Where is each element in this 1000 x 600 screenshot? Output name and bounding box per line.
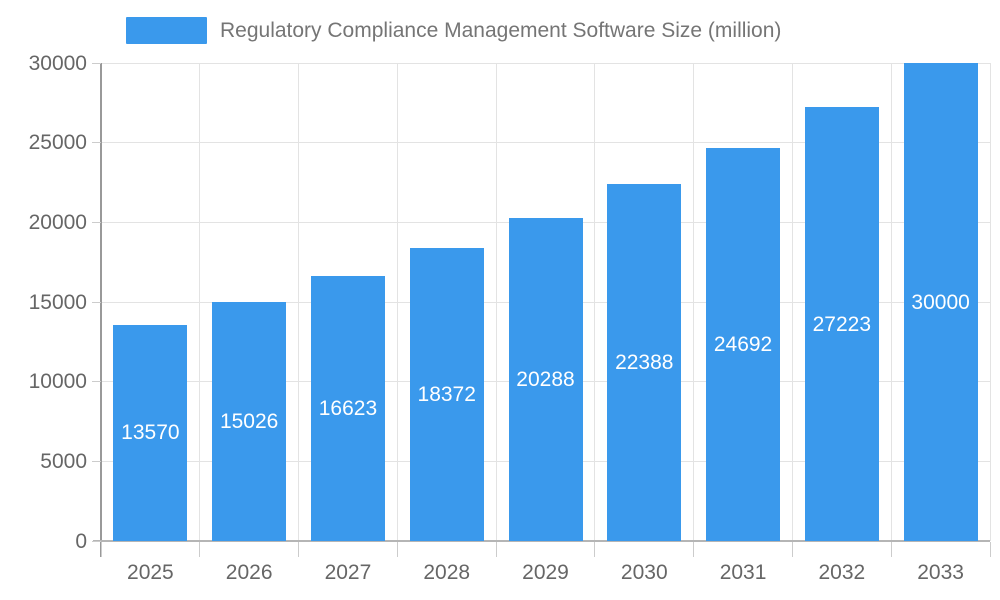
gridline-vertical — [594, 63, 596, 541]
y-axis-tick — [92, 62, 101, 64]
x-axis-tick-label: 2033 — [917, 561, 964, 584]
bar-2031[interactable] — [706, 147, 781, 541]
y-axis-tick-label: 15000 — [28, 290, 87, 314]
y-axis-tick — [92, 221, 101, 223]
x-axis-tick — [396, 542, 398, 557]
legend-swatch[interactable] — [126, 17, 207, 44]
y-axis-tick — [92, 460, 101, 462]
x-axis-tick-label: 2030 — [620, 561, 668, 584]
y-axis-tick-label: 5000 — [40, 449, 87, 473]
x-axis-tick — [890, 542, 892, 557]
bar-value-label: 24692 — [713, 332, 773, 356]
gridline-vertical — [495, 63, 497, 541]
x-axis-tick — [989, 542, 991, 557]
x-axis-tick-label: 2031 — [719, 561, 767, 584]
bar-2033[interactable] — [903, 63, 978, 541]
bar-value-label: 22388 — [615, 351, 674, 375]
x-axis-tick — [495, 542, 497, 557]
gridline-vertical — [396, 63, 398, 541]
gridline-vertical — [791, 63, 793, 541]
x-axis-tick-label: 2032 — [818, 561, 866, 584]
x-axis-line — [93, 540, 990, 542]
x-axis-tick-label: 2028 — [423, 561, 471, 584]
y-axis-tick-label: 30000 — [28, 51, 87, 75]
bar-value-label: 20288 — [516, 367, 575, 391]
bar-value-label: 30000 — [911, 290, 970, 314]
y-axis-tick — [92, 301, 101, 303]
bar-value-label: 27223 — [812, 312, 872, 336]
x-axis-tick-label: 2026 — [225, 561, 273, 584]
gridline-vertical — [989, 63, 991, 541]
bar-2032[interactable] — [804, 107, 879, 541]
y-axis-tick — [92, 540, 101, 542]
x-axis-tick — [594, 542, 596, 557]
bar-value-label: 13570 — [121, 421, 180, 445]
y-axis-line — [100, 63, 102, 557]
bar-2026[interactable] — [212, 301, 287, 541]
y-axis-tick-label: 25000 — [28, 131, 87, 155]
x-axis-tick-label: 2025 — [127, 561, 174, 584]
bar-value-label: 16623 — [318, 397, 378, 421]
x-axis-tick-label: 2029 — [522, 561, 569, 584]
bar-2027[interactable] — [310, 276, 385, 541]
bar-2025[interactable] — [113, 324, 188, 541]
x-axis-tick — [298, 542, 300, 557]
gridline-horizontal — [101, 142, 990, 144]
legend-item[interactable]: Regulatory Compliance Management Softwar… — [126, 17, 781, 44]
gridline-vertical — [890, 63, 892, 541]
y-axis-tick — [92, 142, 101, 144]
y-axis-tick — [92, 381, 101, 383]
y-axis-tick-label: 0 — [75, 529, 87, 553]
x-axis-tick — [100, 542, 102, 557]
y-axis-tick-label: 20000 — [28, 210, 87, 234]
x-axis-tick — [791, 542, 793, 557]
x-axis-tick — [199, 542, 201, 557]
x-axis-tick-label: 2027 — [324, 561, 372, 584]
bar-value-label: 15026 — [219, 409, 279, 433]
bar-2030[interactable] — [607, 184, 682, 541]
bar-2028[interactable] — [409, 248, 484, 541]
bar-2029[interactable] — [508, 217, 583, 541]
y-axis-tick-label: 10000 — [28, 370, 87, 394]
x-axis-tick — [693, 542, 695, 557]
legend-label[interactable]: Regulatory Compliance Management Softwar… — [220, 19, 782, 42]
gridline-vertical — [199, 63, 201, 541]
gridline-vertical — [298, 63, 300, 541]
bar-value-label: 18372 — [417, 383, 476, 407]
gridline-vertical — [693, 63, 695, 541]
gridline-horizontal — [101, 62, 990, 64]
